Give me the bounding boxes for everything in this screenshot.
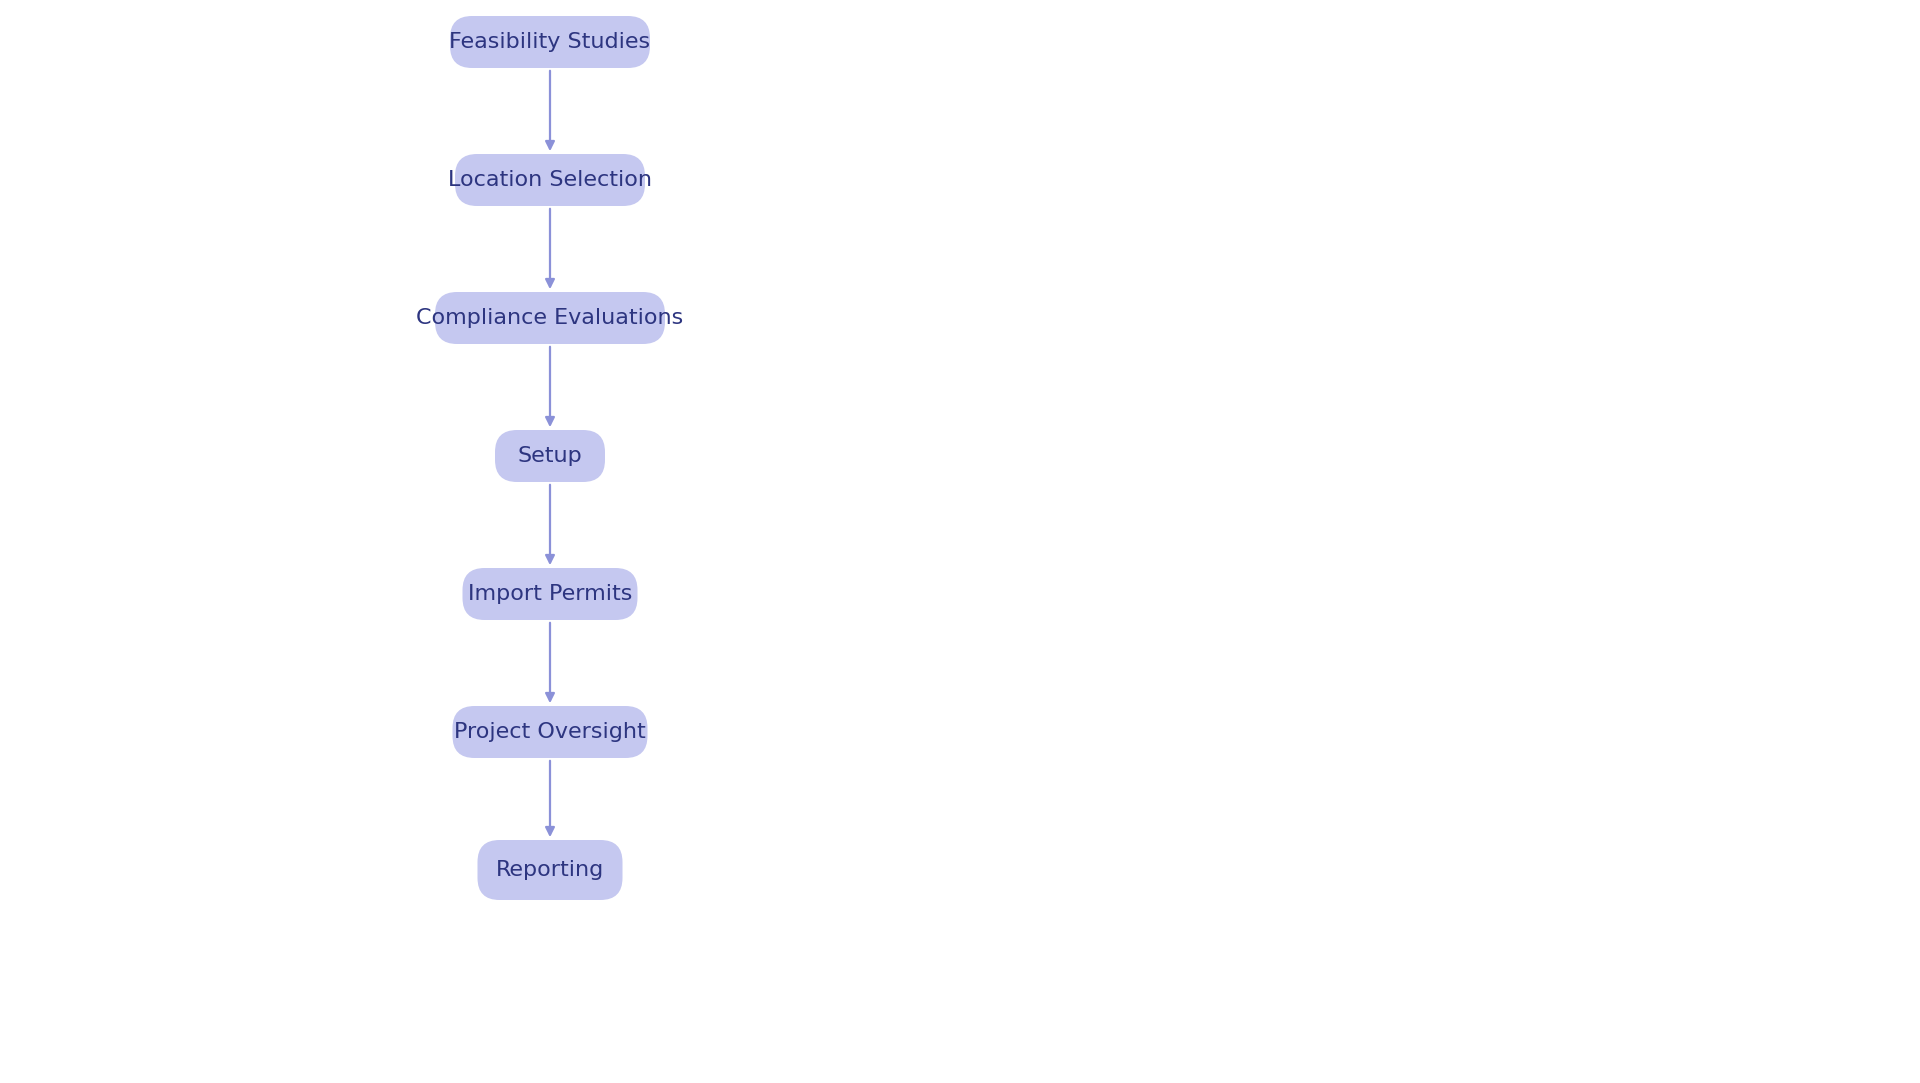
FancyBboxPatch shape [455, 154, 645, 206]
FancyBboxPatch shape [478, 840, 622, 900]
FancyBboxPatch shape [453, 706, 647, 758]
Text: Location Selection: Location Selection [447, 170, 653, 190]
FancyBboxPatch shape [436, 292, 664, 344]
Text: Feasibility Studies: Feasibility Studies [449, 32, 651, 52]
FancyBboxPatch shape [463, 567, 637, 619]
Text: Compliance Evaluations: Compliance Evaluations [417, 308, 684, 328]
Text: Setup: Setup [518, 446, 582, 466]
Text: Import Permits: Import Permits [468, 584, 632, 604]
Text: Project Oversight: Project Oversight [455, 722, 645, 742]
Text: Reporting: Reporting [495, 860, 605, 880]
FancyBboxPatch shape [449, 16, 651, 68]
FancyBboxPatch shape [495, 430, 605, 482]
